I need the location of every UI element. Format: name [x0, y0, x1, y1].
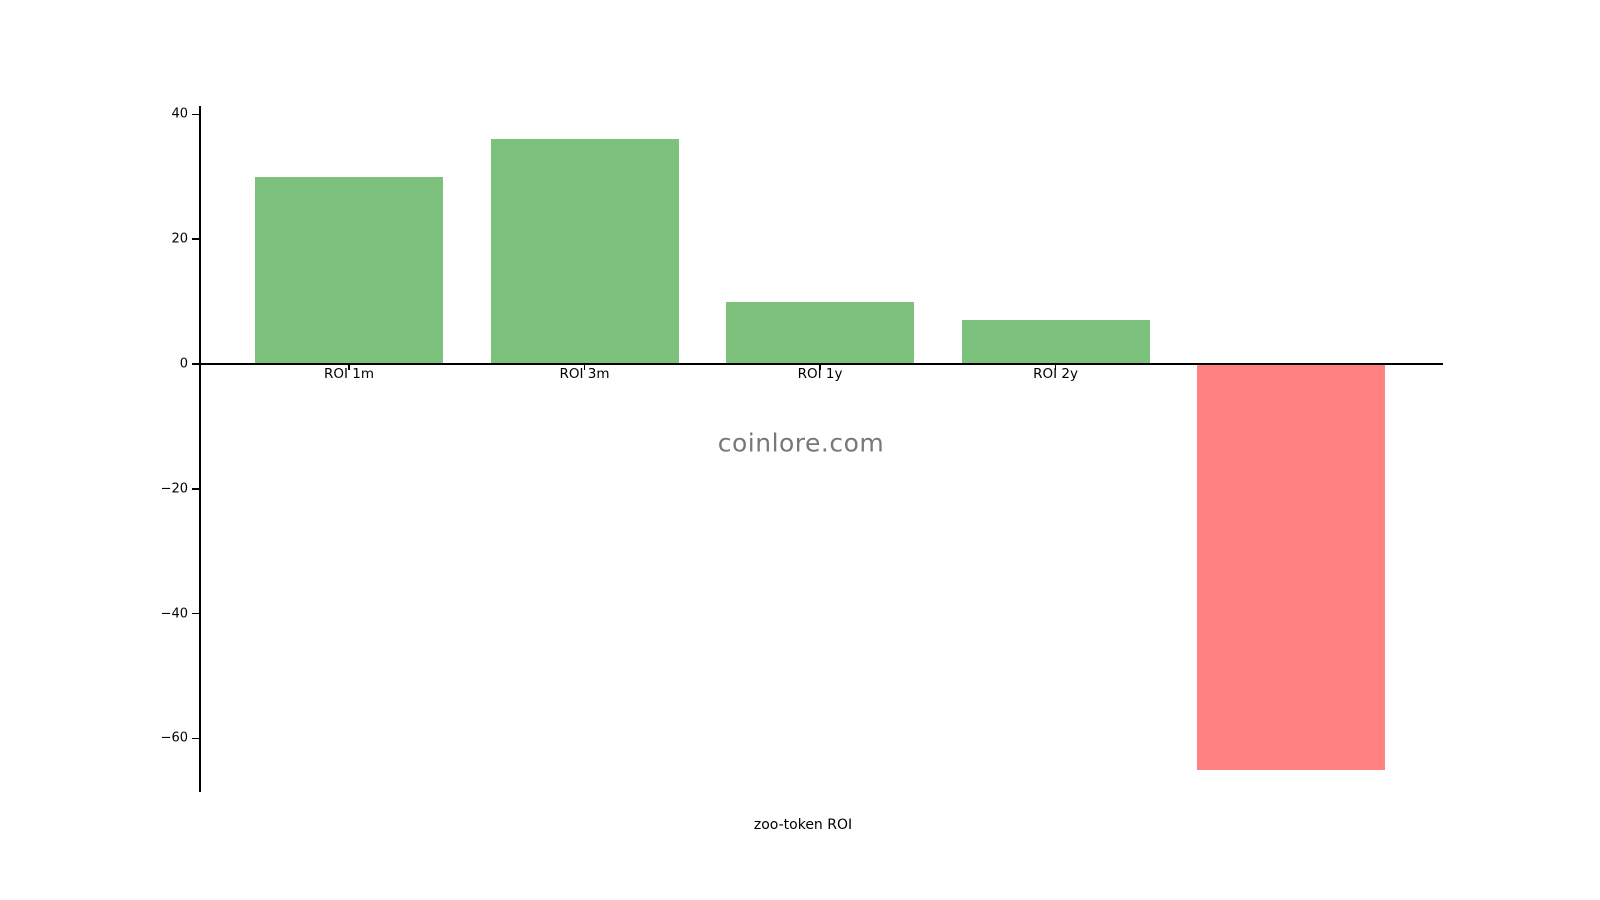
y-axis-tick-mark — [192, 737, 200, 740]
chart-title: zoo-token ROI — [753, 817, 853, 833]
y-axis-tick-label: 0 — [179, 356, 188, 372]
x-axis-tick-label: ROI 1y — [797, 366, 843, 382]
x-axis-tick-mark — [819, 364, 821, 370]
x-axis-tick-mark — [348, 364, 350, 370]
bar-roi-1m — [255, 176, 443, 364]
y-axis-tick-label: −20 — [160, 481, 188, 497]
y-axis-spine — [199, 106, 201, 792]
y-axis-tick-label: −40 — [160, 606, 188, 622]
x-axis-tick-label: ROI 2y — [1033, 366, 1078, 382]
bar-roi-2y — [961, 320, 1150, 364]
y-axis-tick-mark — [192, 612, 200, 615]
x-axis-line — [200, 363, 1443, 365]
bar-4 — [1197, 364, 1385, 770]
y-axis-tick-mark — [192, 488, 200, 490]
y-axis-tick-mark — [192, 363, 200, 365]
y-axis-tick-mark — [192, 238, 200, 240]
y-axis-tick-label: 20 — [171, 231, 188, 247]
bar-roi-3m — [490, 139, 679, 364]
x-axis-tick-label: ROI 1m — [323, 366, 375, 382]
y-axis-tick-label: 40 — [171, 106, 188, 122]
x-axis-tick-label: ROI 3m — [559, 366, 610, 382]
y-axis-tick-label: −60 — [160, 730, 188, 746]
x-axis-tick-mark — [583, 364, 586, 370]
bar-roi-1y — [726, 301, 914, 364]
watermark-text: coinlore.com — [717, 428, 885, 458]
x-axis-tick-mark — [1054, 364, 1057, 370]
y-axis-tick-mark — [192, 113, 200, 116]
